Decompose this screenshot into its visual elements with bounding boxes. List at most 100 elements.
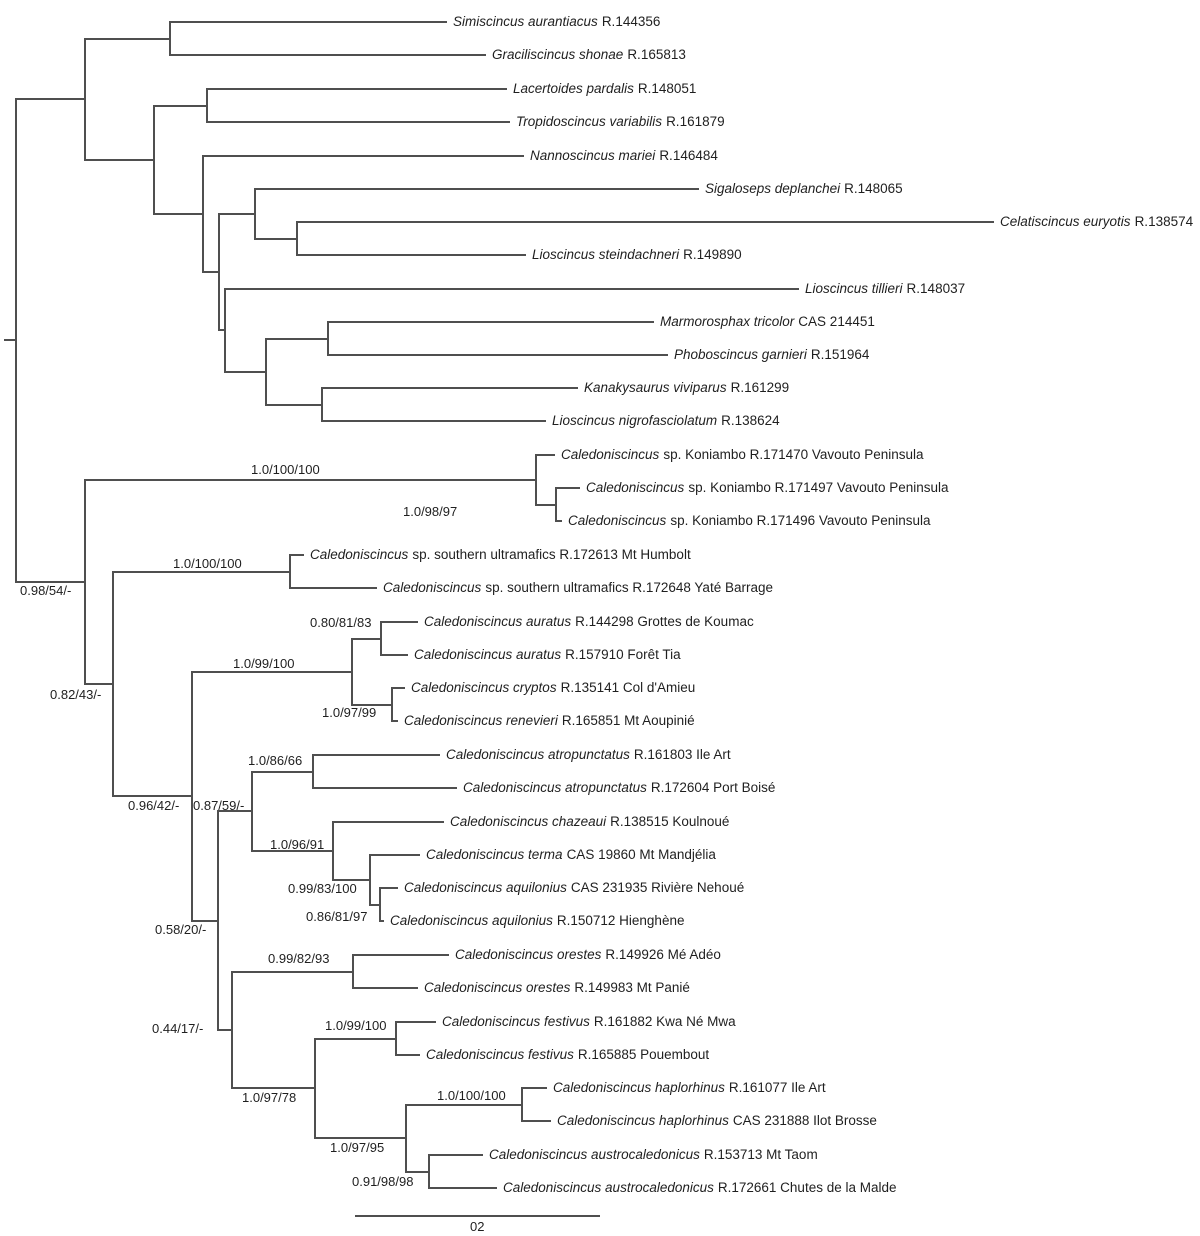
clade-bracket bbox=[206, 88, 208, 123]
support-label: 0.87/59/- bbox=[193, 798, 245, 813]
tip-label: Kanakysaurus viviparus R.161299 bbox=[584, 380, 789, 396]
branch-line bbox=[255, 237, 297, 240]
clade-bracket bbox=[153, 104, 155, 215]
branch-line bbox=[219, 329, 225, 332]
clade-bracket bbox=[191, 670, 193, 922]
tip-branch-line bbox=[429, 1187, 497, 1189]
tip-label: Caledoniscincus orestes R.149983 Mt Panié bbox=[424, 980, 690, 996]
branch-line bbox=[113, 570, 290, 573]
clade-bracket bbox=[555, 487, 557, 522]
clade-bracket bbox=[84, 478, 86, 685]
branch-line bbox=[315, 1137, 406, 1139]
taxon-name: Caledoniscincus festivus bbox=[442, 1014, 590, 1029]
tip-label: Caledoniscincus sp. southern ultramafics … bbox=[383, 580, 773, 596]
taxon-name: Caledoniscincus atropunctatus bbox=[463, 780, 647, 795]
branch-line bbox=[16, 98, 85, 101]
tip-branch-line bbox=[353, 954, 449, 956]
tip-branch-line bbox=[370, 854, 420, 856]
tip-label: Caledoniscincus sp. southern ultramafics … bbox=[310, 547, 691, 563]
voucher-locality: R.149890 bbox=[683, 247, 742, 262]
tip-branch-line bbox=[396, 1054, 420, 1056]
tip-branch-line bbox=[328, 321, 654, 323]
taxon-name: Marmorosphax tricolor bbox=[660, 314, 795, 329]
tip-branch-line bbox=[556, 487, 580, 489]
branch-line bbox=[218, 810, 252, 813]
tip-label: Caledoniscincus chazeaui R.138515 Koulnou… bbox=[450, 814, 729, 830]
branch-line bbox=[232, 1087, 315, 1090]
branch-line bbox=[219, 212, 255, 215]
voucher-locality: sp. southern ultramafics R.172613 Mt Hum… bbox=[412, 547, 691, 562]
voucher-locality: R.161879 bbox=[666, 114, 725, 129]
clade-bracket bbox=[218, 212, 220, 332]
clade-bracket bbox=[327, 321, 329, 356]
voucher-locality: R.165813 bbox=[627, 47, 686, 62]
tip-label: Phoboscincus garnieri R.151964 bbox=[674, 347, 869, 363]
voucher-locality: R.150712 Hienghène bbox=[556, 913, 685, 928]
voucher-locality: sp. Koniambo R.171497 Vavouto Peninsula bbox=[688, 480, 949, 495]
taxon-name: Sigaloseps deplanchei bbox=[705, 181, 841, 196]
root-branch-line bbox=[4, 339, 16, 342]
branch-line bbox=[154, 104, 207, 107]
tip-label: Lioscincus nigrofasciolatum R.138624 bbox=[552, 413, 780, 429]
voucher-locality: CAS 231888 Ilot Brosse bbox=[732, 1113, 877, 1128]
branch-line bbox=[192, 670, 352, 673]
voucher-locality: R.161077 Ile Art bbox=[728, 1080, 826, 1095]
tip-label: Celatiscincus euryotis R.138574 bbox=[1000, 214, 1193, 230]
clade-bracket bbox=[265, 337, 267, 406]
taxon-name: Caledoniscincus aquilonius bbox=[404, 880, 567, 895]
tip-label: Caledoniscincus austrocaledonicus R.17266… bbox=[503, 1180, 897, 1196]
voucher-locality: sp. Koniambo R.171470 Vavouto Peninsula bbox=[663, 447, 924, 462]
clade-bracket bbox=[169, 21, 171, 56]
tip-branch-line bbox=[313, 754, 440, 756]
clade-bracket bbox=[224, 288, 226, 373]
tip-branch-line bbox=[290, 554, 304, 556]
clade-bracket bbox=[405, 1103, 407, 1173]
taxon-name: Caledoniscincus terma bbox=[426, 847, 563, 862]
branch-line bbox=[352, 703, 392, 706]
branch-line bbox=[203, 271, 219, 273]
support-label: 0.44/17/- bbox=[152, 1021, 204, 1036]
tip-label: Caledoniscincus auratus R.144298 Grottes … bbox=[424, 614, 754, 630]
support-label: 1.0/99/100 bbox=[325, 1018, 387, 1033]
clade-bracket bbox=[296, 221, 298, 256]
voucher-locality: R.165885 Pouembout bbox=[577, 1047, 710, 1062]
clade-bracket bbox=[231, 970, 233, 1090]
voucher-locality: sp. southern ultramafics R.172648 Yaté B… bbox=[485, 580, 773, 595]
tip-branch-line bbox=[322, 387, 578, 389]
tip-label: Sigaloseps deplanchei R.148065 bbox=[705, 181, 903, 197]
clade-bracket bbox=[332, 821, 334, 881]
tip-label: Caledoniscincus aquilonius CAS 231935 Riv… bbox=[404, 880, 744, 896]
tip-branch-line bbox=[207, 88, 507, 90]
tip-branch-line bbox=[297, 221, 994, 223]
taxon-name: Caledoniscincus bbox=[383, 580, 482, 595]
support-label: 0.99/83/100 bbox=[288, 881, 357, 896]
tip-label: Caledoniscincus atropunctatus R.172604 Po… bbox=[463, 780, 775, 796]
branch-line bbox=[113, 795, 192, 798]
voucher-locality: R.161299 bbox=[730, 380, 790, 395]
support-label: 1.0/100/100 bbox=[173, 556, 242, 571]
branch-line bbox=[252, 849, 333, 852]
tip-label: Caledoniscincus sp. Koniambo R.171496 Vav… bbox=[568, 513, 931, 529]
branch-line bbox=[154, 213, 203, 215]
taxon-name: Caledoniscincus auratus bbox=[424, 614, 572, 629]
taxon-name: Lioscincus steindachneri bbox=[532, 247, 680, 262]
taxon-name: Caledoniscincus cryptos bbox=[411, 680, 557, 695]
branch-line bbox=[315, 1037, 396, 1040]
taxon-name: Caledoniscincus orestes bbox=[455, 947, 602, 962]
taxon-name: Caledoniscincus austrocaledonicus bbox=[503, 1180, 714, 1195]
branch-line bbox=[266, 403, 322, 406]
taxon-name: Lacertoides pardalis bbox=[513, 81, 634, 96]
clade-bracket bbox=[379, 887, 381, 922]
taxon-name: Caledoniscincus bbox=[568, 513, 667, 528]
tip-branch-line bbox=[536, 454, 555, 456]
clade-bracket bbox=[112, 570, 114, 798]
voucher-locality: R.144298 Grottes de Koumac bbox=[575, 614, 754, 629]
tip-branch-line bbox=[290, 587, 377, 589]
tip-branch-line bbox=[328, 354, 668, 356]
voucher-locality: R.157910 Forêt Tia bbox=[565, 647, 681, 662]
taxon-name: Tropidoscincus variabilis bbox=[516, 114, 663, 129]
tip-label: Caledoniscincus sp. Koniambo R.171470 Vav… bbox=[561, 447, 924, 463]
voucher-locality: CAS 19860 Mt Mandjélia bbox=[566, 847, 716, 862]
clade-bracket bbox=[395, 1021, 397, 1056]
support-label: 0.82/43/- bbox=[50, 687, 102, 702]
